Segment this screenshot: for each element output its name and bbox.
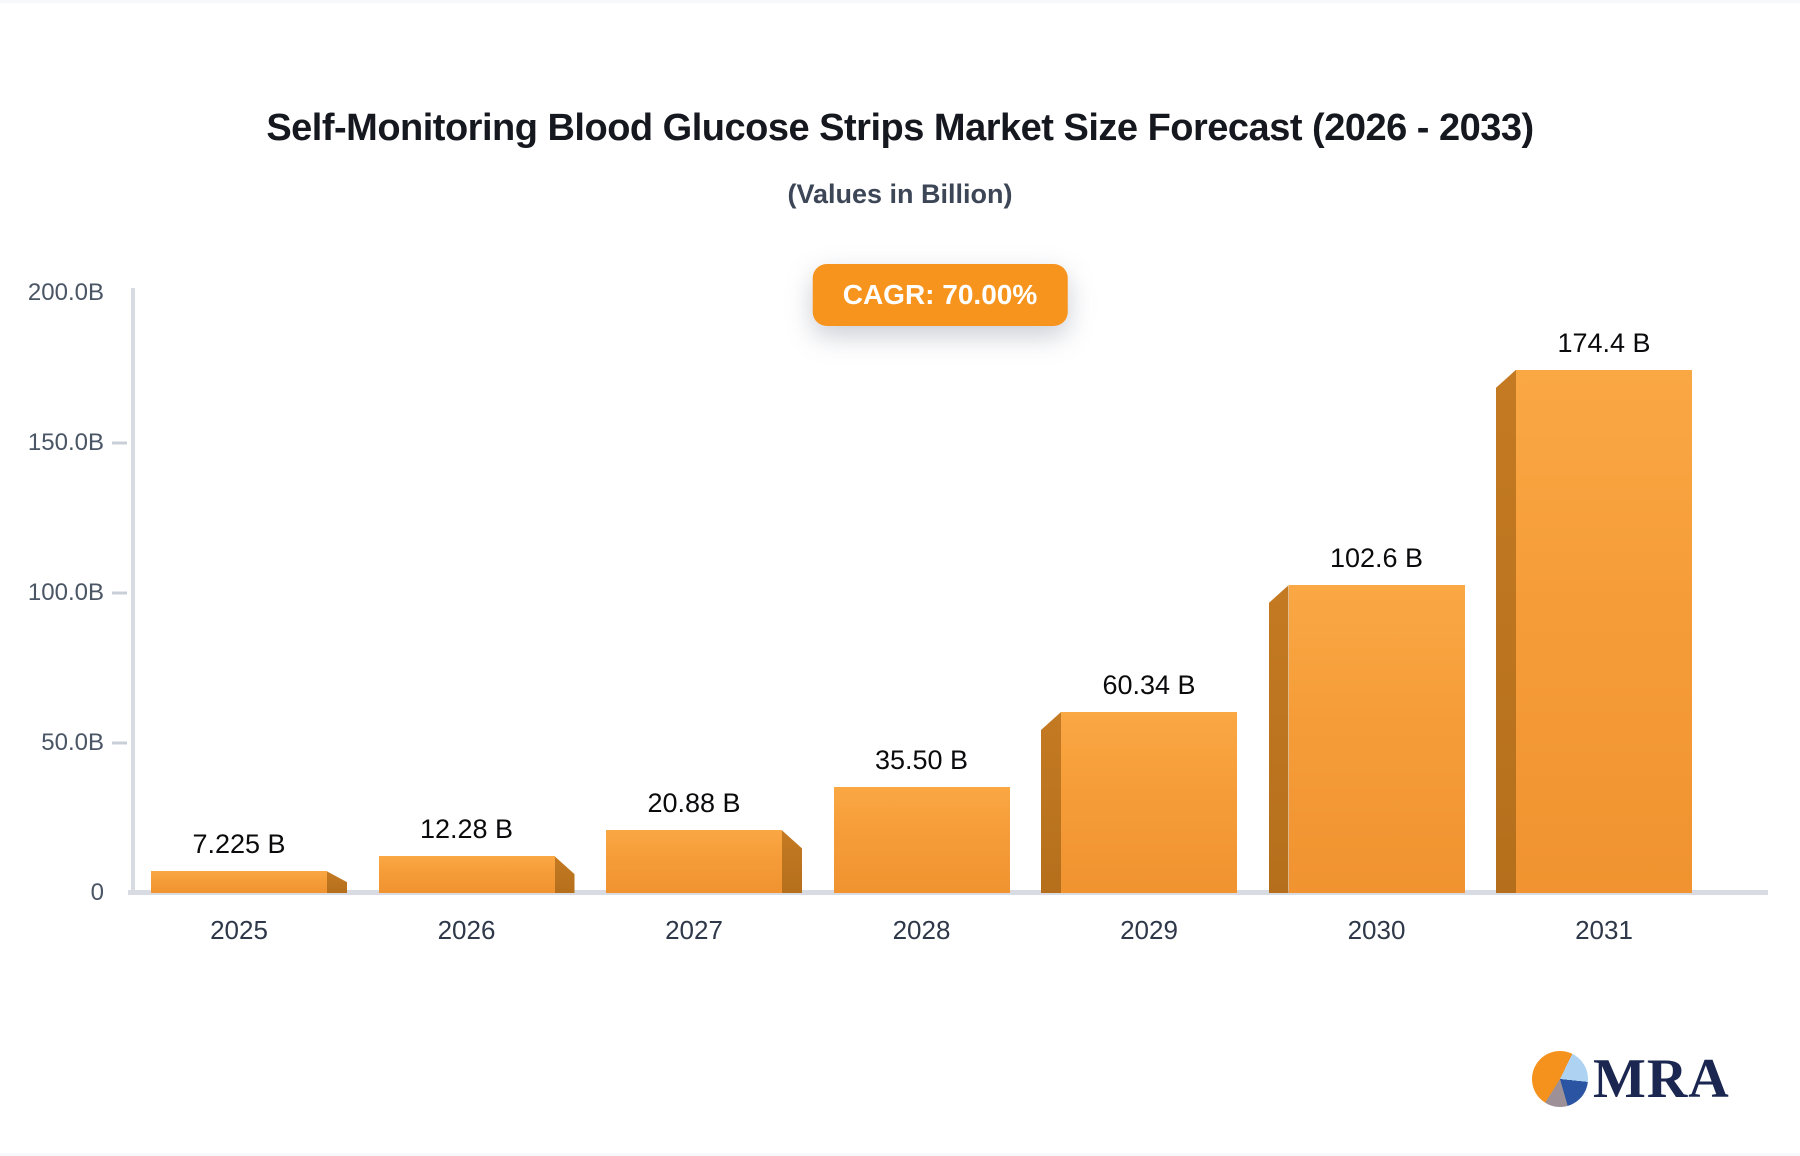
x-axis-label: 2028 (892, 915, 951, 945)
cagr-badge: CAGR: 70.00% (812, 264, 1068, 326)
x-axis-label: 2025 (210, 915, 268, 945)
bar-side-2025 (327, 871, 347, 893)
bar-side-2031 (1496, 369, 1516, 893)
bar-side-2027 (782, 830, 802, 893)
pie-chart-icon (1532, 1051, 1588, 1107)
bar-2030 (1288, 585, 1465, 893)
chart-subtitle: (Values in Billion) (787, 179, 1013, 209)
bar-side-2030 (1268, 585, 1289, 893)
bar-value-label: 60.34 B (1102, 669, 1196, 700)
bar-2028 (833, 786, 1010, 893)
bar-value-label: 7.225 B (192, 829, 286, 860)
bar-2026 (378, 856, 555, 893)
y-axis-tick (112, 591, 127, 595)
bar-value-label: 102.6 B (1329, 543, 1424, 574)
bar-2027 (606, 830, 782, 893)
x-axis-label: 2027 (665, 915, 723, 945)
y-axis-line (131, 288, 135, 895)
bar-2031 (1516, 369, 1692, 893)
y-axis-tick (112, 441, 127, 445)
plot-area: 200.0B 150.0B 100.0B 50.0B 0 7.225 B 2025 12.28… (0, 3, 1800, 1153)
bar-2029 (1061, 711, 1237, 893)
y-axis-label: 50.0B (41, 729, 104, 756)
bar-value-label: 174.4 B (1557, 327, 1651, 358)
y-axis-label: 0 (90, 879, 104, 906)
bar-side-2026 (554, 856, 575, 893)
bar-value-label: 35.50 B (874, 744, 969, 775)
y-axis-tick (112, 741, 127, 745)
mra-logo: MRA (1532, 1051, 1730, 1107)
bar-side-2029 (1041, 711, 1061, 893)
x-axis-label: 2029 (1120, 915, 1178, 945)
bar-value-label: 20.88 B (647, 788, 741, 819)
chart-title: Self-Monitoring Blood Glucose Strips Mar… (266, 107, 1534, 149)
y-axis-label: 100.0B (27, 579, 104, 606)
y-axis-label: 200.0B (27, 279, 104, 306)
logo-text: MRA (1593, 1048, 1730, 1110)
bar-value-label: 12.28 B (419, 814, 514, 845)
x-axis-label: 2030 (1347, 915, 1406, 945)
y-axis-label: 150.0B (27, 429, 104, 456)
x-axis-label: 2026 (437, 915, 496, 945)
bar-2025 (151, 871, 327, 893)
x-axis-label: 2031 (1575, 915, 1633, 945)
